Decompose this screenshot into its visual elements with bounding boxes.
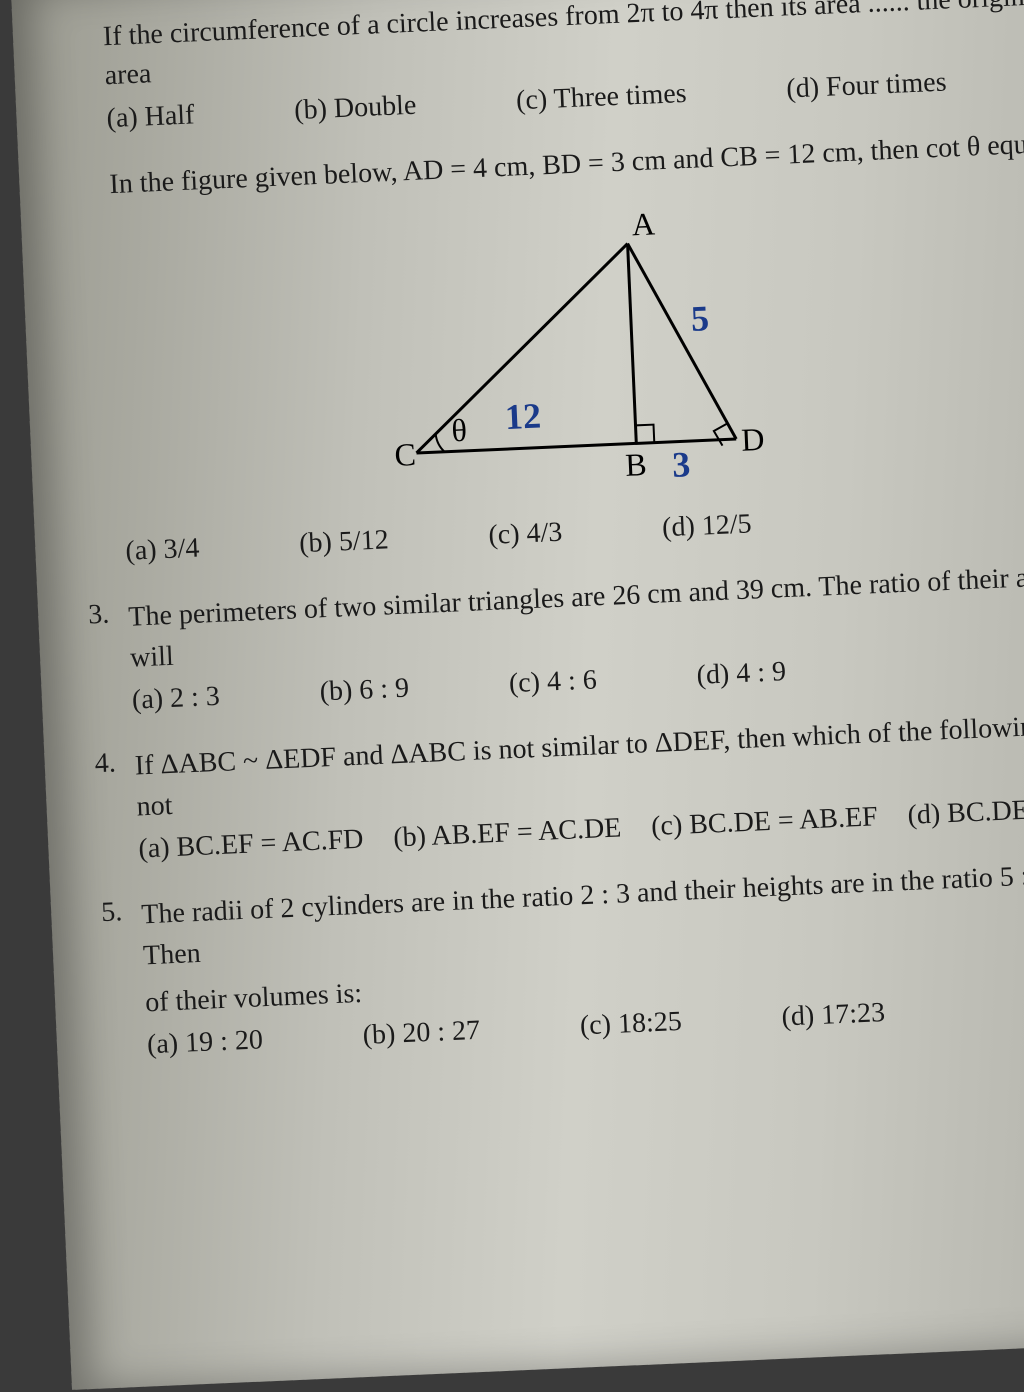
- handwritten-ad: 5: [690, 298, 710, 339]
- question-4: 4. If ΔABC ~ ΔEDF and ΔABC is not simila…: [74, 704, 1024, 868]
- question-5: 5. The radii of 2 cylinders are in the r…: [81, 853, 1024, 1064]
- line-ab: [628, 244, 637, 444]
- q2-option-c: (c) 4/3: [488, 517, 563, 552]
- right-angle-b-icon: [636, 425, 655, 444]
- q2-option-a: (a) 3/4: [125, 533, 200, 568]
- q3-option-c: (c) 4 : 6: [508, 665, 597, 701]
- label-theta: θ: [451, 412, 468, 449]
- q4-option-d: (d) BC.DE = AF: [907, 792, 1024, 832]
- question-3: 3. The perimeters of two similar triangl…: [68, 555, 1024, 719]
- q4-option-b: (b) AB.EF = AC.DE: [393, 813, 622, 855]
- triangle-figure: A B C D θ 12 3 5: [51, 184, 1024, 509]
- right-angle-d-icon: [714, 423, 729, 446]
- q5-number: 5.: [101, 897, 123, 930]
- q2-option-b: (b) 5/12: [299, 524, 390, 560]
- theta-arc-icon: [436, 434, 445, 452]
- label-b: B: [624, 446, 647, 483]
- q3-option-d: (d) 4 : 9: [696, 656, 787, 692]
- q4-option-c: (c) BC.DE = AB.EF: [651, 802, 879, 844]
- q5-option-a: (a) 19 : 20: [146, 1024, 263, 1061]
- q5-option-d: (d) 17:23: [781, 997, 886, 1033]
- label-c: C: [394, 436, 417, 473]
- q4-option-a: (a) BC.EF = AC.FD: [138, 824, 364, 866]
- line-ad: [628, 239, 737, 443]
- q1-option-d: (d) Four times: [786, 67, 947, 106]
- q3-option-b: (b) 6 : 9: [319, 673, 410, 709]
- q1-option-a: (a) Half: [106, 100, 195, 136]
- q1-option-b: (b) Double: [294, 90, 417, 127]
- q1-option-c: (c) Three times: [515, 78, 687, 117]
- handwritten-cb: 12: [504, 396, 542, 438]
- question-2: In the figure given below, AD = 4 cm, BD…: [49, 123, 1024, 570]
- q5-option-c: (c) 18:25: [579, 1006, 682, 1042]
- q3-option-a: (a) 2 : 3: [131, 681, 220, 717]
- label-d: D: [740, 421, 765, 458]
- q2-option-d: (d) 12/5: [661, 508, 752, 544]
- q4-number: 4.: [94, 748, 116, 781]
- label-a: A: [631, 205, 656, 242]
- handwritten-bd: 3: [671, 444, 691, 485]
- question-1: If the circumference of a circle increas…: [42, 0, 1024, 138]
- triangle-svg: A B C D θ 12 3 5: [366, 197, 778, 494]
- worksheet-page: If the circumference of a circle increas…: [11, 0, 1024, 1390]
- q5-option-b: (b) 20 : 27: [362, 1015, 481, 1052]
- q2-options: (a) 3/4 (b) 5/12 (c) 4/3 (d) 12/5: [125, 493, 1024, 567]
- q3-number: 3.: [88, 599, 110, 632]
